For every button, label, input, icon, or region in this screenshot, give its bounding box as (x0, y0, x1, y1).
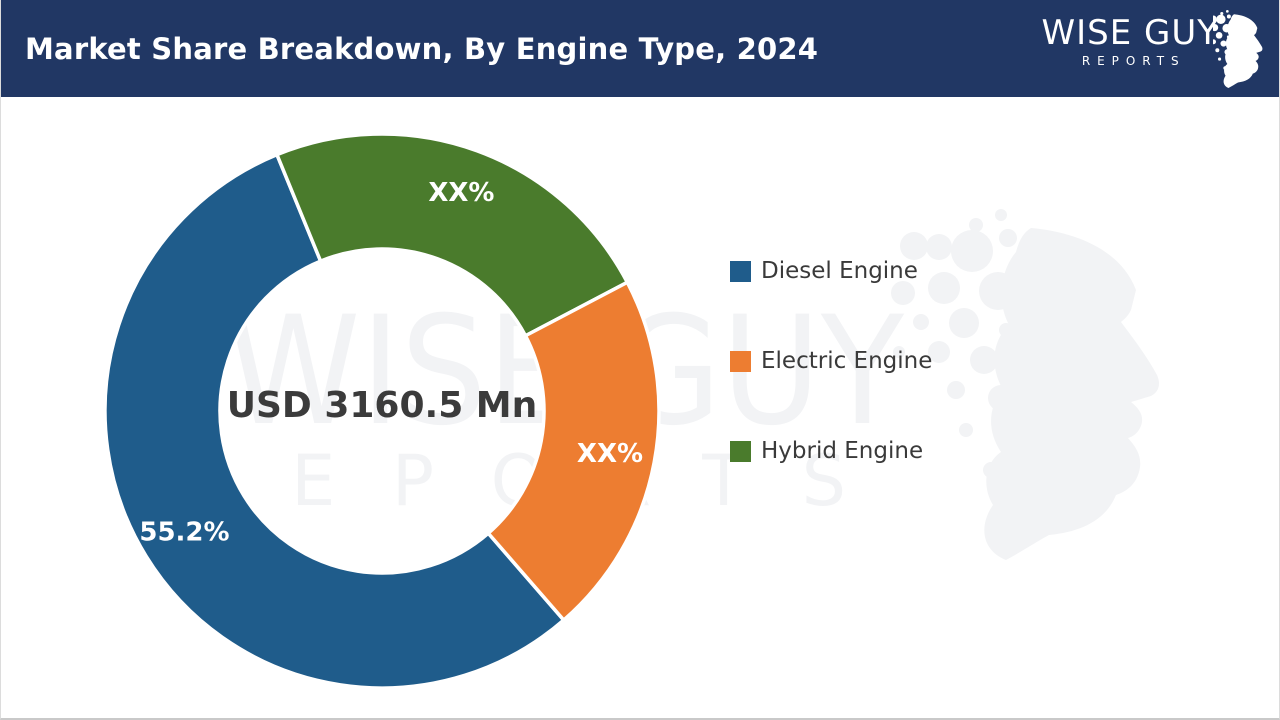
donut-center-value: USD 3160.5 Mn (226, 385, 538, 426)
page-title: Market Share Breakdown, By Engine Type, … (25, 31, 819, 66)
legend-swatch (730, 350, 751, 372)
logo-face-icon (1213, 10, 1263, 88)
donut-slice-electric-engine (486, 280, 661, 622)
title-bar: Market Share Breakdown, By Engine Type, … (1, 0, 1279, 97)
chart-legend: Diesel Engine Electric Engine Hybrid Engin… (730, 259, 932, 529)
slice-label-electric-engine: XX% (577, 439, 643, 469)
logo-subtitle-text: REPORTS (1081, 54, 1186, 68)
logo-text: WISE GUY REPORTS (1041, 16, 1219, 68)
legend-label: Hybrid Engine (761, 437, 924, 464)
donut-slice-diesel-engine (103, 152, 566, 690)
legend-item-hybrid-engine: Hybrid Engine (730, 439, 932, 463)
donut-slice-hybrid-engine (275, 132, 630, 338)
legend-swatch (730, 440, 751, 462)
legend-label: Diesel Engine (761, 257, 918, 284)
legend-swatch (730, 260, 751, 282)
slice-label-diesel-engine: 55.2% (139, 518, 229, 548)
slice-label-hybrid-engine: XX% (428, 178, 494, 208)
legend-label: Electric Engine (761, 347, 933, 374)
logo-brand-text: WISE GUY (1041, 13, 1219, 53)
legend-item-electric-engine: Electric Engine (730, 349, 932, 373)
wise-guy-logo: WISE GUY REPORTS (1041, 10, 1275, 88)
legend-item-diesel-engine: Diesel Engine (730, 259, 932, 283)
